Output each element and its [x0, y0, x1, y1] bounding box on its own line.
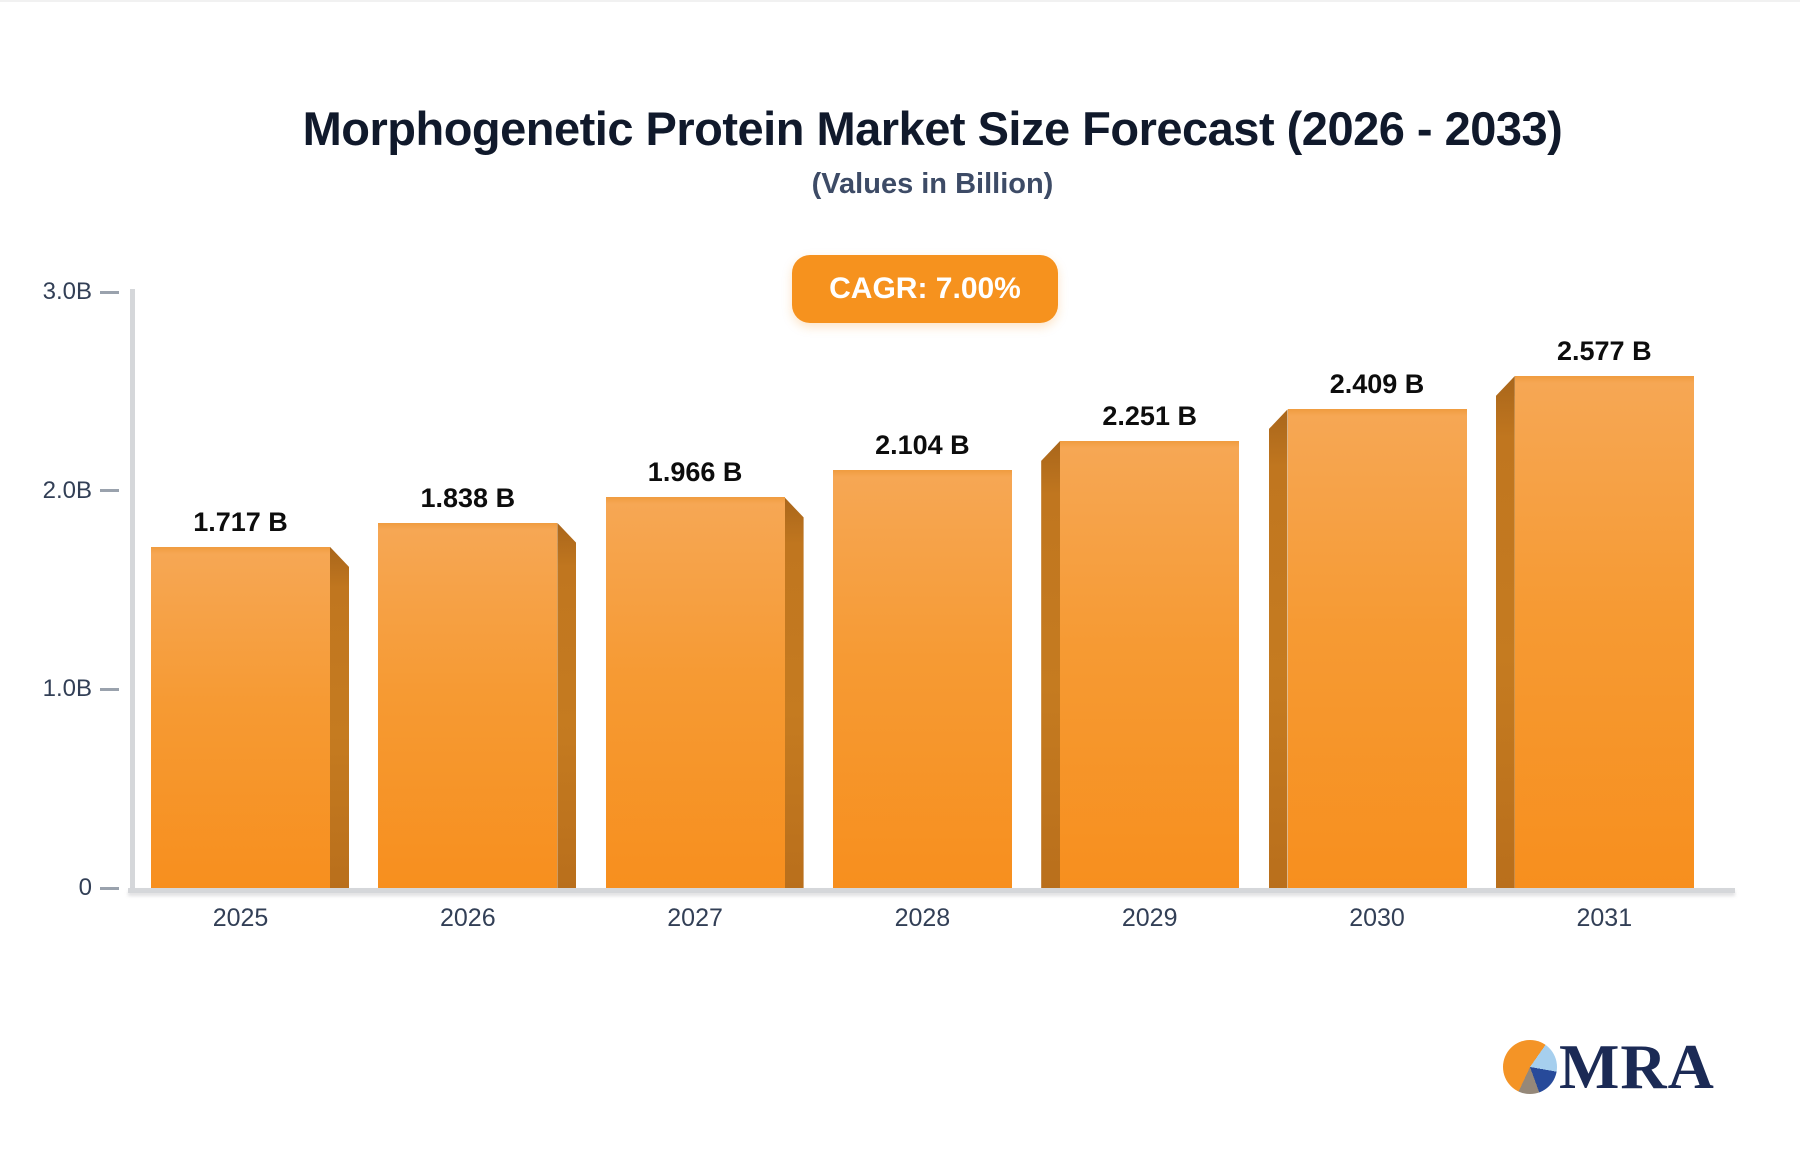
y-tick-mark — [100, 687, 119, 691]
brand-logo: MRA — [1503, 1031, 1715, 1102]
x-tick-label-2028: 2028 — [894, 904, 951, 932]
bar-value-label: 2.251 B — [1102, 400, 1197, 431]
bar-2029[interactable] — [1041, 440, 1240, 888]
y-axis-line — [130, 289, 135, 890]
bar-3d-side — [1495, 376, 1515, 888]
x-tick-label-2031: 2031 — [1576, 904, 1633, 932]
bar-face — [832, 470, 1012, 888]
bar-3d-side — [330, 546, 349, 888]
bar-2026[interactable] — [378, 522, 577, 888]
y-tick-label: 3.0B — [42, 278, 92, 305]
x-tick-label-2029: 2029 — [1121, 904, 1178, 932]
logo-pie-icon — [1503, 1040, 1557, 1094]
x-tick-label-2026: 2026 — [439, 904, 496, 932]
bar-value-label: 1.966 B — [647, 457, 743, 488]
bar-2025[interactable] — [151, 546, 349, 888]
cagr-badge: CAGR: 7.00% — [792, 255, 1058, 323]
bar-face — [1060, 440, 1240, 888]
y-tick-mark — [100, 489, 119, 493]
bar-2028[interactable] — [832, 470, 1012, 888]
bar-2027[interactable] — [605, 497, 804, 888]
y-tick-label: 2.0B — [42, 476, 92, 504]
y-tick-mark — [100, 290, 119, 294]
bar-3d-side — [1041, 440, 1061, 888]
bar-face — [605, 497, 785, 888]
bar-value-label: 2.104 B — [875, 430, 970, 461]
x-axis-line — [128, 888, 1735, 893]
chart-title: Morphogenetic Protein Market Size Foreca… — [302, 102, 1563, 155]
bar-value-label: 2.409 B — [1329, 369, 1425, 400]
bar-face — [1287, 409, 1467, 888]
y-tick-label: 1.0B — [42, 675, 92, 703]
bar-3d-side — [1268, 409, 1288, 888]
bar-value-label: 2.577 B — [1557, 336, 1652, 367]
y-tick-mark — [100, 886, 119, 890]
bar-face — [1514, 376, 1694, 888]
plot-area: 1.717 B 1.838 B 1.966 B 2.104 B 2.251 B 2.409… — [130, 292, 1735, 888]
x-tick-label-2025: 2025 — [212, 904, 269, 932]
bar-value-label: 1.717 B — [193, 506, 288, 537]
bar-3d-side — [557, 522, 577, 888]
bar-2031[interactable] — [1495, 376, 1694, 888]
bar-value-label: 1.838 B — [420, 482, 516, 513]
y-tick-label: 0 — [78, 874, 92, 901]
bar-2030[interactable] — [1268, 409, 1467, 888]
bar-face — [378, 522, 558, 888]
bar-face — [151, 546, 330, 888]
bar-3d-side — [784, 497, 804, 888]
x-tick-label-2030: 2030 — [1349, 904, 1405, 932]
x-tick-label-2027: 2027 — [667, 904, 723, 932]
logo-text: MRA — [1559, 1031, 1715, 1102]
chart-subtitle: (Values in Billion) — [811, 168, 1054, 200]
